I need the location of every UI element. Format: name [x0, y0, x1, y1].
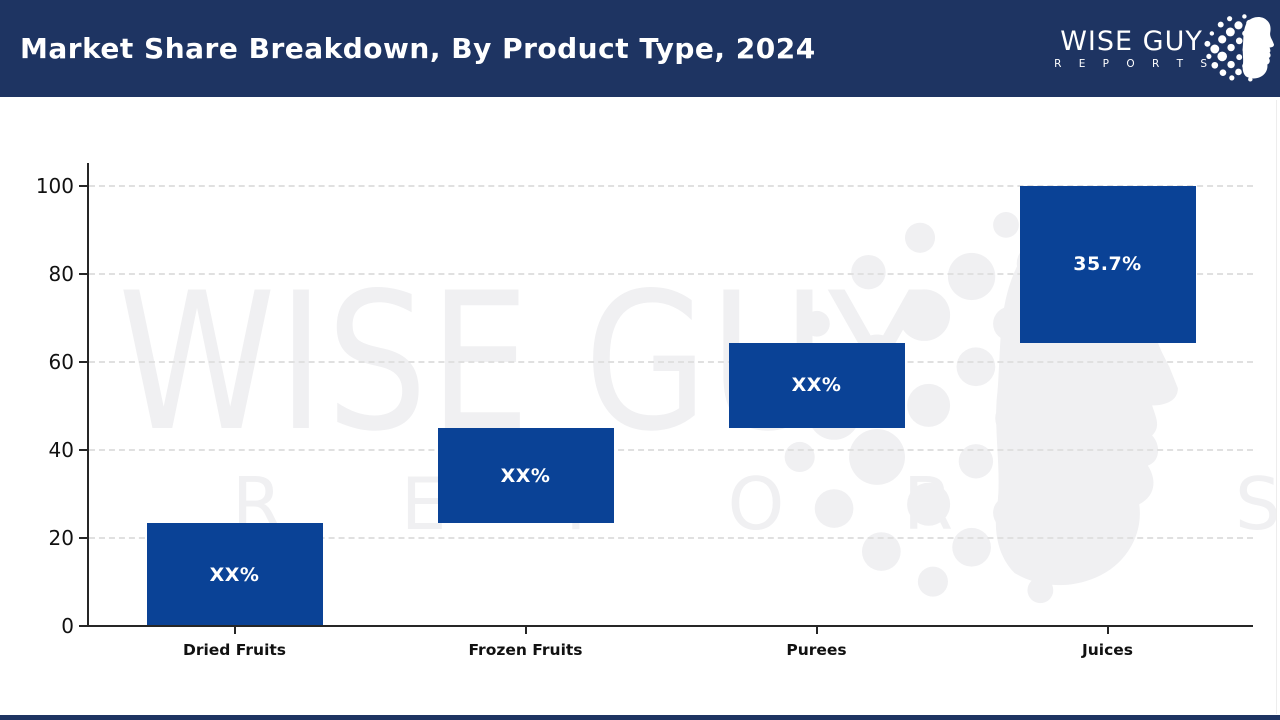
- bar-value-label: 35.7%: [1073, 253, 1142, 276]
- brand-logo-text: WISE GUY R E P O R T S: [1049, 28, 1214, 70]
- bar: XX%: [437, 427, 614, 524]
- header-bar: Market Share Breakdown, By Product Type,…: [0, 0, 1280, 97]
- bar: 35.7%: [1019, 185, 1196, 343]
- x-axis-tick: [1106, 627, 1109, 634]
- bar-value-label: XX%: [791, 374, 842, 397]
- y-tick-label: 80: [48, 261, 74, 286]
- plot-right-edge: [1276, 100, 1277, 714]
- bar: XX%: [728, 342, 905, 428]
- brand-logo: WISE GUY R E P O R T S: [1049, 5, 1274, 93]
- x-axis-tick: [815, 627, 818, 634]
- y-axis-tick: [79, 448, 87, 451]
- y-axis-tick: [79, 536, 87, 539]
- grid-line: [89, 536, 1253, 539]
- grid-line: [89, 184, 1253, 187]
- x-category-label: Dried Fruits: [182, 641, 287, 659]
- y-tick-label: 40: [48, 437, 74, 462]
- grid-line: [89, 360, 1253, 363]
- page-title: Market Share Breakdown, By Product Type,…: [20, 32, 816, 65]
- y-tick-label: 60: [48, 349, 74, 374]
- bar-value-label: XX%: [209, 563, 260, 586]
- y-axis-tick: [79, 184, 87, 187]
- grid-line: [89, 448, 1253, 451]
- y-axis-tick: [79, 272, 87, 275]
- y-axis-tick: [79, 360, 87, 363]
- x-axis-tick: [233, 627, 236, 634]
- y-axis-tick: [79, 625, 87, 627]
- x-category-label: Frozen Fruits: [468, 641, 583, 659]
- brand-name: WISE GUY: [1060, 26, 1203, 58]
- y-tick-label: 20: [48, 525, 74, 550]
- bar: XX%: [146, 523, 323, 626]
- bar-value-label: XX%: [500, 464, 551, 487]
- y-tick-label: 100: [35, 173, 74, 198]
- x-axis-tick: [524, 627, 527, 634]
- y-axis-line: [87, 163, 89, 627]
- wise-guy-head-icon: [1204, 14, 1274, 82]
- x-axis-line: [87, 625, 1253, 627]
- x-category-label: Purees: [786, 641, 847, 659]
- y-tick-label: 0: [61, 614, 74, 638]
- brand-subtitle: R E P O R T S: [1054, 58, 1214, 71]
- footer-bar: [0, 715, 1280, 720]
- x-category-label: Juices: [1081, 641, 1134, 659]
- grid-line: [89, 272, 1253, 275]
